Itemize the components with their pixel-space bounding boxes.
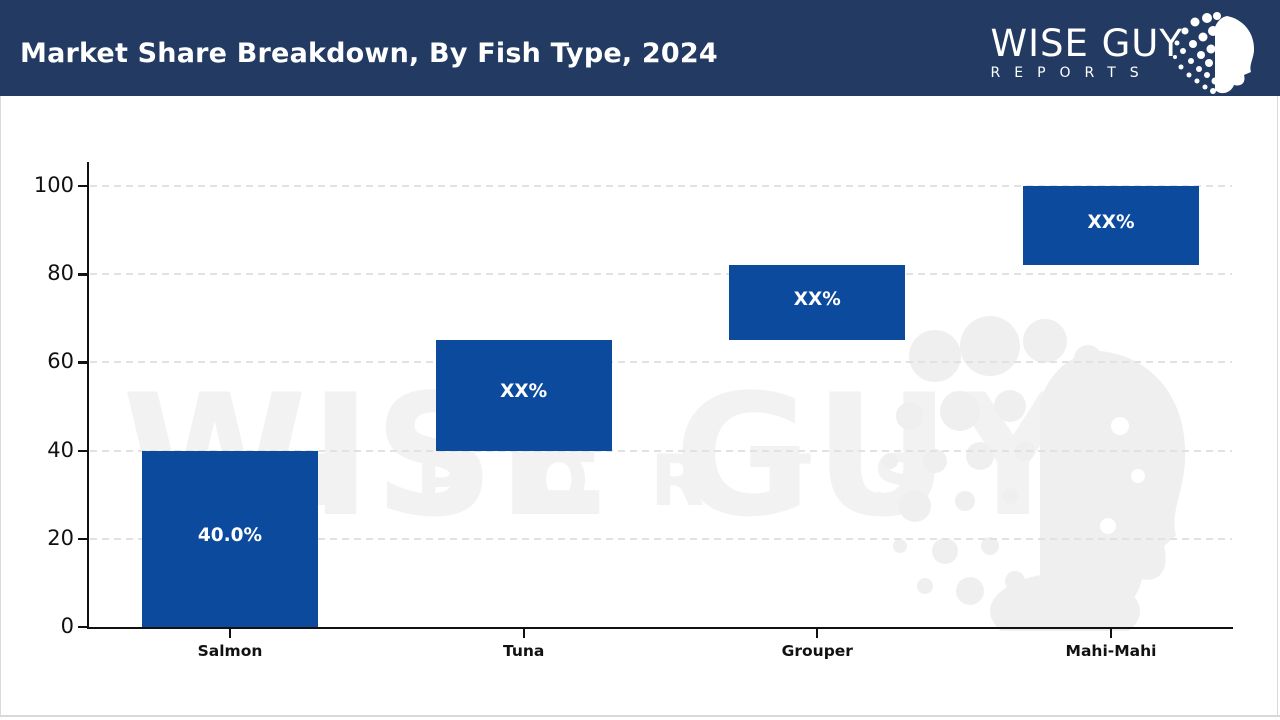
x-tick-label-mahi-mahi: Mahi-Mahi [1065, 642, 1157, 660]
bar-salmon [142, 450, 318, 627]
watermark-head-icon [882, 316, 1186, 631]
y-tick-label-100: 100 [33, 173, 74, 197]
logo-head-icon [1173, 11, 1255, 94]
bar-label-salmon: 40.0% [197, 524, 263, 546]
gridline-20 [90, 537, 1232, 540]
y-tick-label-80: 80 [47, 261, 74, 286]
page-title: Market Share Breakdown, By Fish Type, 20… [20, 37, 718, 69]
bar-grouper [729, 265, 906, 341]
x-tick-mahi-mahi [1109, 629, 1113, 638]
frame-border-right [1277, 96, 1278, 716]
y-tick-60 [78, 361, 88, 364]
gridline-40 [90, 449, 1232, 452]
y-tick-label-40: 40 [47, 437, 74, 462]
x-tick-tuna [522, 629, 525, 638]
frame-border-bottom [0, 715, 1280, 717]
y-tick-label-60: 60 [47, 349, 74, 374]
y-axis-spine [87, 162, 90, 629]
frame-border-left [0, 96, 1, 716]
bar-tuna [435, 340, 612, 451]
x-axis-spine [87, 627, 1233, 630]
gridline-60 [90, 361, 1232, 364]
y-tick-label-0: 0 [60, 614, 74, 638]
wiseguy-logo: WISE GUY REPORTS [991, 11, 1262, 96]
y-tick-20 [78, 537, 88, 541]
bar-mahi-mahi [1023, 186, 1199, 266]
y-tick-40 [78, 449, 88, 452]
logo-subtitle: REPORTS [990, 64, 1153, 81]
x-tick-label-salmon: Salmon [197, 642, 263, 660]
x-tick-label-grouper: Grouper [781, 642, 853, 660]
logo-wordmark: WISE GUY [990, 22, 1183, 66]
x-tick-salmon [228, 629, 232, 638]
bar-label-grouper: XX% [793, 288, 841, 310]
gridline-80 [90, 273, 1232, 276]
y-tick-100 [78, 185, 88, 188]
header-bar: Market Share Breakdown, By Fish Type, 20… [0, 0, 1280, 96]
x-tick-label-tuna: Tuna [502, 642, 545, 660]
y-tick-0 [78, 626, 88, 629]
bar-label-tuna: XX% [500, 381, 548, 403]
x-tick-grouper [816, 629, 819, 638]
bar-label-mahi-mahi: XX% [1087, 211, 1135, 233]
y-tick-80 [78, 273, 88, 276]
y-tick-label-20: 20 [47, 525, 74, 550]
gridline-100 [90, 185, 1232, 187]
